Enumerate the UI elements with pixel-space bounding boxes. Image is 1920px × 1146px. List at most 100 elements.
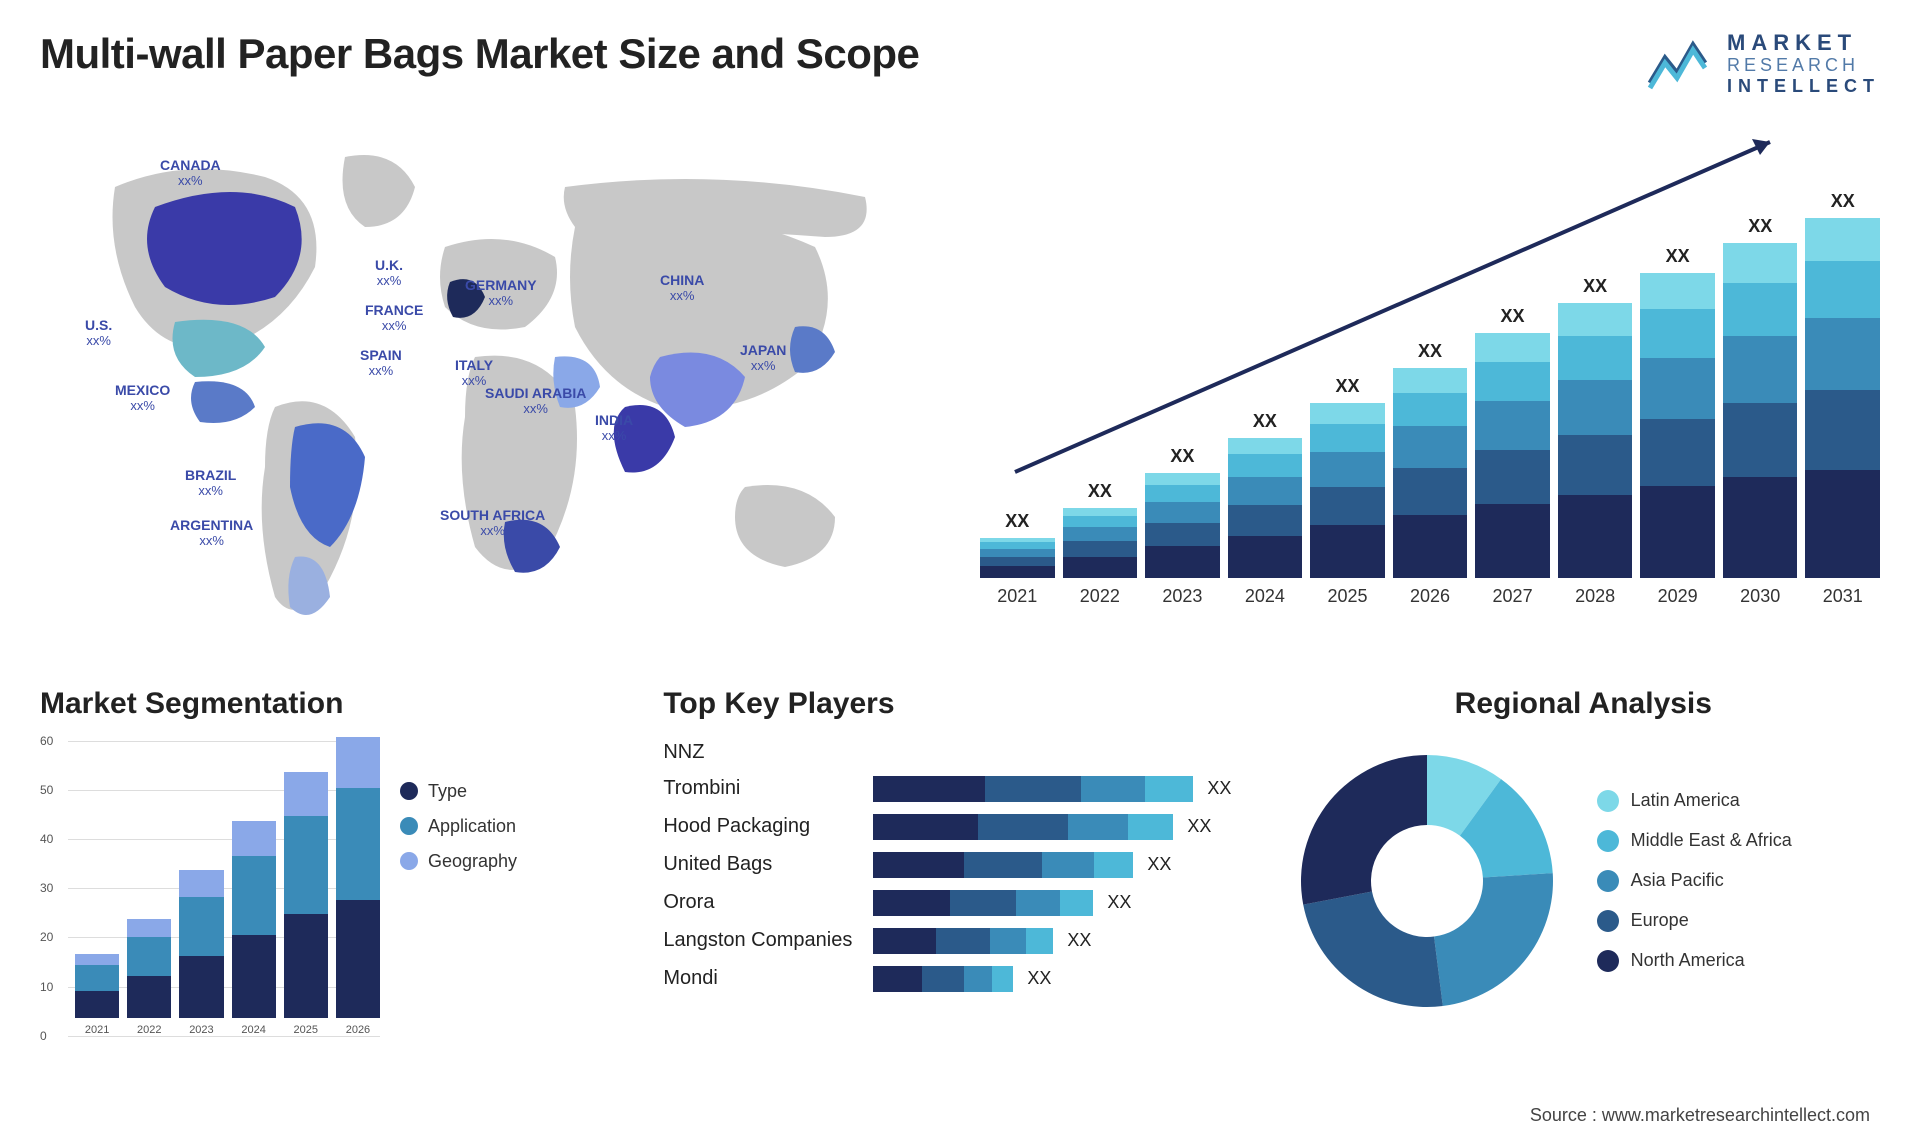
key-player-label: Mondi [663,967,873,990]
segmentation-legend: Type Application Geography [400,741,517,1061]
region-legend-item: Middle East & Africa [1597,830,1792,852]
key-player-label: Langston Companies [663,929,873,952]
legend-item: Application [400,816,517,837]
map-label: FRANCExx% [365,302,423,334]
regional-panel: Regional Analysis Latin America Middle Ea… [1287,687,1880,1087]
key-player-value: XX [1187,816,1211,837]
growth-bar-label: XX [1501,306,1525,327]
map-label: CANADAxx% [160,157,221,189]
key-player-row: United BagsXX [663,852,1256,878]
seg-ytick: 50 [40,783,53,797]
donut-slice [1434,873,1553,1006]
growth-bar: XX 2029 [1640,246,1715,607]
seg-bar-year: 2022 [137,1024,161,1036]
growth-bar-year: 2024 [1245,586,1285,607]
key-player-label: Hood Packaging [663,815,873,838]
key-player-row: NNZ [663,741,1256,764]
map-label: CHINAxx% [660,272,704,304]
key-player-value: XX [1027,968,1051,989]
growth-bar-year: 2029 [1658,586,1698,607]
seg-ytick: 60 [40,734,53,748]
growth-bar-label: XX [1748,216,1772,237]
growth-bar-year: 2028 [1575,586,1615,607]
key-player-row: Mondi XX [663,966,1256,992]
regional-title: Regional Analysis [1287,687,1880,721]
seg-ytick: 30 [40,881,53,895]
donut-slice [1301,755,1427,905]
region-dot-icon [1597,830,1619,852]
key-player-label: NNZ [663,741,873,764]
seg-bar: 2023 [179,870,223,1036]
map-label: SPAINxx% [360,347,402,379]
growth-bar: XX2025 [1310,376,1385,607]
seg-bar: 2026 [336,737,380,1035]
logo-text-1: MARKET [1727,30,1880,55]
map-label: JAPANxx% [740,342,786,374]
growth-bar-label: XX [1088,481,1112,502]
growth-bar-label: XX [1831,191,1855,212]
growth-bar-year: 2031 [1823,586,1863,607]
seg-bar-year: 2026 [346,1024,370,1036]
map-label: SAUDI ARABIAxx% [485,385,586,417]
region-label: Europe [1631,910,1689,931]
world-map: CANADAxx%U.S.xx%MEXICOxx%BRAZILxx%ARGENT… [40,127,940,647]
growth-bar: XX 2023 [1145,446,1220,607]
seg-bar: 2021 [75,954,119,1036]
map-label: GERMANYxx% [465,277,537,309]
logo-text-3: INTELLECT [1727,76,1880,97]
seg-ytick: 20 [40,930,53,944]
region-dot-icon [1597,950,1619,972]
growth-bar-year: 2022 [1080,586,1120,607]
region-label: Latin America [1631,790,1740,811]
growth-bar: XX 2028 [1558,276,1633,607]
growth-bar-year: 2026 [1410,586,1450,607]
logo-text-2: RESEARCH [1727,55,1880,76]
region-label: Asia Pacific [1631,870,1724,891]
logo-icon [1645,33,1715,93]
region-legend-item: Latin America [1597,790,1792,812]
legend-label: Type [428,781,467,802]
region-dot-icon [1597,790,1619,812]
key-player-value: XX [1067,930,1091,951]
seg-bar-year: 2023 [189,1024,213,1036]
segmentation-panel: Market Segmentation 01020304050602021202… [40,687,633,1087]
regional-donut-chart [1287,741,1567,1021]
growth-bar-label: XX [1253,411,1277,432]
key-players-panel: Top Key Players NNZTrombiniXXHood Packag… [663,687,1256,1087]
region-dot-icon [1597,870,1619,892]
key-player-value: XX [1207,778,1231,799]
legend-dot-icon [400,782,418,800]
key-players-title: Top Key Players [663,687,1256,721]
seg-ytick: 40 [40,832,53,846]
map-label: MEXICOxx% [115,382,170,414]
growth-bar: XX2021 [980,511,1055,607]
seg-bar-year: 2024 [241,1024,265,1036]
seg-bar: 2022 [127,919,171,1035]
region-legend-item: Europe [1597,910,1792,932]
growth-bar-year: 2030 [1740,586,1780,607]
source-text: Source : www.marketresearchintellect.com [1530,1105,1870,1126]
growth-bar-label: XX [1005,511,1029,532]
growth-bar-label: XX [1666,246,1690,267]
region-label: Middle East & Africa [1631,830,1792,851]
legend-dot-icon [400,817,418,835]
growth-bar-year: 2023 [1162,586,1202,607]
key-player-row: Hood Packaging XX [663,814,1256,840]
growth-bar-year: 2027 [1493,586,1533,607]
growth-bar-year: 2025 [1327,586,1367,607]
segmentation-title: Market Segmentation [40,687,633,721]
region-legend-item: Asia Pacific [1597,870,1792,892]
legend-item: Geography [400,851,517,872]
map-label: SOUTH AFRICAxx% [440,507,545,539]
key-player-label: Orora [663,891,873,914]
key-player-row: Trombini XX [663,776,1256,802]
growth-bar: XX 2027 [1475,306,1550,607]
growth-bar-label: XX [1583,276,1607,297]
map-label: U.K.xx% [375,257,403,289]
growth-bar: XX 2030 [1723,216,1798,607]
growth-bar: XX 2024 [1228,411,1303,607]
growth-bar-label: XX [1170,446,1194,467]
legend-label: Application [428,816,516,837]
brand-logo: MARKET RESEARCH INTELLECT [1645,30,1880,97]
key-player-label: Trombini [663,777,873,800]
